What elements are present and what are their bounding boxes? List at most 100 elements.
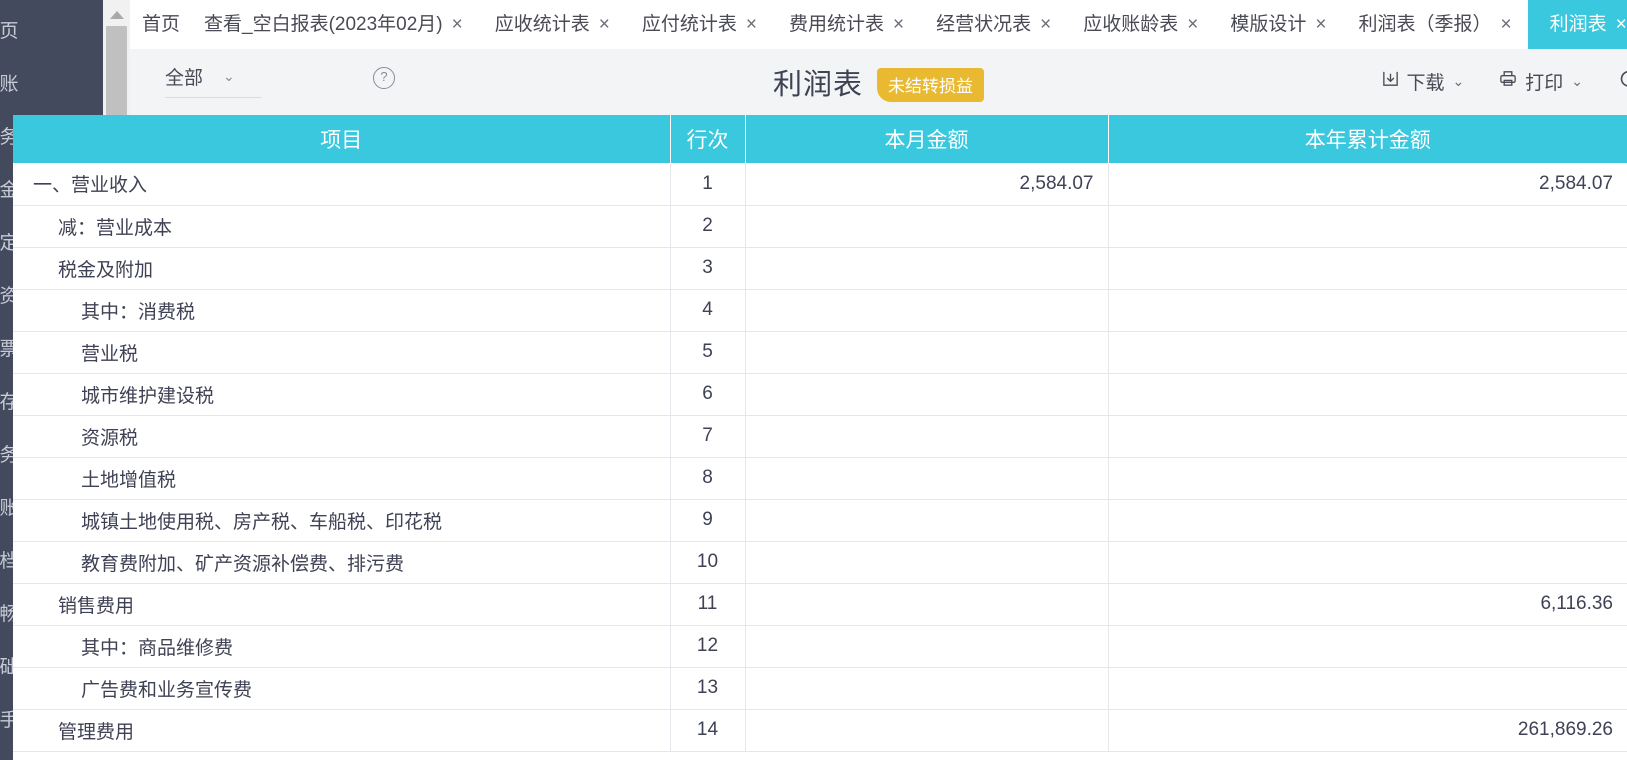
tab-close-icon[interactable]: × <box>1615 14 1627 35</box>
tab-close-icon[interactable]: × <box>598 14 610 35</box>
cell-month-amount[interactable] <box>745 709 1109 752</box>
tab-close-icon[interactable]: × <box>1500 14 1512 35</box>
refresh-icon <box>1617 68 1627 95</box>
cell-year-amount[interactable]: 2,584.07 <box>1108 163 1627 206</box>
cell-month-amount[interactable] <box>745 667 1109 710</box>
tab-3[interactable]: 应付统计表 × <box>626 0 773 49</box>
scroll-up-arrow-icon[interactable] <box>103 6 130 23</box>
table-row[interactable]: 城市维护建设税 6 <box>13 373 1627 416</box>
cell-item: 其中：商品维修费 <box>13 625 671 668</box>
tab-label: 模版设计 <box>1230 14 1307 35</box>
chevron-down-icon: ⌄ <box>1452 73 1465 89</box>
table-row[interactable]: 一、营业收入 1 2,584.07 2,584.07 <box>13 163 1627 206</box>
table-row[interactable]: 税金及附加 3 <box>13 247 1627 290</box>
table-header-row: 项目 行次 本月金额 本年累计金额 <box>13 115 1627 163</box>
cell-line-number: 5 <box>670 331 746 374</box>
download-button[interactable]: 下载 ⌄ <box>1381 68 1465 95</box>
tab-8[interactable]: 利润表（季报） × <box>1343 0 1528 49</box>
cell-year-amount[interactable] <box>1108 373 1627 416</box>
column-header-line[interactable]: 行次 <box>670 115 746 163</box>
tab-5[interactable]: 经营状况表 × <box>920 0 1067 49</box>
chevron-down-icon: ⌄ <box>223 68 235 84</box>
cell-month-amount[interactable] <box>745 625 1109 668</box>
cell-month-amount[interactable] <box>745 331 1109 374</box>
tab-label: 利润表 <box>1549 14 1607 35</box>
tab-close-icon[interactable]: × <box>1040 14 1052 35</box>
table-row[interactable]: 城镇土地使用税、房产税、车船税、印花税 9 <box>13 499 1627 542</box>
tab-1[interactable]: 查看_空白报表(2023年02月) × <box>188 0 479 49</box>
sidebar-item-label: 总账 <box>0 74 20 95</box>
cell-month-amount[interactable] <box>745 205 1109 248</box>
cell-year-amount[interactable] <box>1108 457 1627 500</box>
period-filter-value: 全部 <box>165 68 204 89</box>
cell-year-amount[interactable] <box>1108 289 1627 332</box>
cell-month-amount[interactable] <box>745 457 1109 500</box>
tab-close-icon[interactable]: × <box>745 14 757 35</box>
table-row[interactable]: 其中：消费税 4 <box>13 289 1627 332</box>
tab-label: 利润表（季报） <box>1358 14 1492 35</box>
table-row[interactable]: 广告费和业务宣传费 13 <box>13 667 1627 710</box>
tab-9[interactable]: 利润表 × <box>1527 0 1627 49</box>
cell-year-amount[interactable] <box>1108 667 1627 710</box>
period-filter-select[interactable]: 全部 ⌄ <box>165 63 262 98</box>
table-row[interactable]: 资源税 7 <box>13 415 1627 458</box>
tab-close-icon[interactable]: × <box>1187 14 1199 35</box>
table-row[interactable]: 其中：商品维修费 12 <box>13 625 1627 668</box>
tab-label: 查看_空白报表(2023年02月) <box>204 14 443 35</box>
cell-year-amount[interactable] <box>1108 415 1627 458</box>
cell-item: 销售费用 <box>13 583 671 626</box>
cell-year-amount[interactable] <box>1108 541 1627 584</box>
table-row[interactable]: 土地增值税 8 <box>13 457 1627 500</box>
cell-month-amount[interactable] <box>745 415 1109 458</box>
column-header-year[interactable]: 本年累计金额 <box>1108 115 1627 163</box>
tab-close-icon[interactable]: × <box>1315 14 1327 35</box>
column-header-item[interactable]: 项目 <box>13 115 671 163</box>
table-row[interactable]: 教育费附加、矿产资源补偿费、排污费 10 <box>13 541 1627 584</box>
cell-year-amount[interactable] <box>1108 499 1627 542</box>
tab-0[interactable]: 首页 <box>130 0 188 49</box>
cell-year-amount[interactable] <box>1108 625 1627 668</box>
tab-close-icon[interactable]: × <box>893 14 905 35</box>
cell-month-amount[interactable] <box>745 289 1109 332</box>
sidebar-item-label: 首页 <box>0 21 20 42</box>
cell-line-number: 13 <box>670 667 746 710</box>
cell-year-amount[interactable] <box>1108 247 1627 290</box>
cell-month-amount[interactable] <box>745 373 1109 416</box>
table-row[interactable]: 销售费用 11 6,116.36 <box>13 583 1627 626</box>
cell-item: 资源税 <box>13 415 671 458</box>
cell-month-amount[interactable] <box>745 499 1109 542</box>
tab-4[interactable]: 费用统计表 × <box>773 0 920 49</box>
toolbar-actions: 下载 ⌄ 打印 ⌄ <box>1381 68 1627 95</box>
cell-month-amount[interactable] <box>745 583 1109 626</box>
cell-item: 营业税 <box>13 331 671 374</box>
cell-month-amount[interactable] <box>745 541 1109 584</box>
tab-7[interactable]: 模版设计 × <box>1214 0 1342 49</box>
cell-line-number: 6 <box>670 373 746 416</box>
tab-label: 应收账龄表 <box>1083 14 1179 35</box>
cell-year-amount[interactable] <box>1108 331 1627 374</box>
cell-line-number: 11 <box>670 583 746 626</box>
table-row[interactable]: 营业税 5 <box>13 331 1627 374</box>
cell-line-number: 7 <box>670 415 746 458</box>
cell-year-amount[interactable]: 261,869.26 <box>1108 709 1627 752</box>
refresh-button[interactable] <box>1617 68 1627 95</box>
tab-2[interactable]: 应收统计表 × <box>479 0 626 49</box>
cell-item: 广告费和业务宣传费 <box>13 667 671 710</box>
column-header-month[interactable]: 本月金额 <box>745 115 1109 163</box>
cell-month-amount[interactable] <box>745 247 1109 290</box>
cell-year-amount[interactable] <box>1108 205 1627 248</box>
cell-item: 管理费用 <box>13 709 671 752</box>
cell-year-amount[interactable]: 6,116.36 <box>1108 583 1627 626</box>
tab-6[interactable]: 应收账龄表 × <box>1067 0 1214 49</box>
table-row[interactable]: 管理费用 14 261,869.26 <box>13 709 1627 752</box>
report-toolbar: 全部 ⌄ ? 利润表 未结转损益 下载 ⌄ <box>130 49 1627 115</box>
sidebar-item-0[interactable]: 首页 <box>0 5 103 58</box>
table-row[interactable]: 减：营业成本 2 <box>13 205 1627 248</box>
download-icon <box>1381 69 1407 94</box>
help-icon[interactable]: ? <box>373 67 395 89</box>
print-button[interactable]: 打印 ⌄ <box>1498 68 1583 95</box>
cell-month-amount[interactable]: 2,584.07 <box>745 163 1109 206</box>
tab-close-icon[interactable]: × <box>451 14 463 35</box>
sidebar-item-1[interactable]: 总账 <box>0 58 103 111</box>
cell-line-number: 2 <box>670 205 746 248</box>
